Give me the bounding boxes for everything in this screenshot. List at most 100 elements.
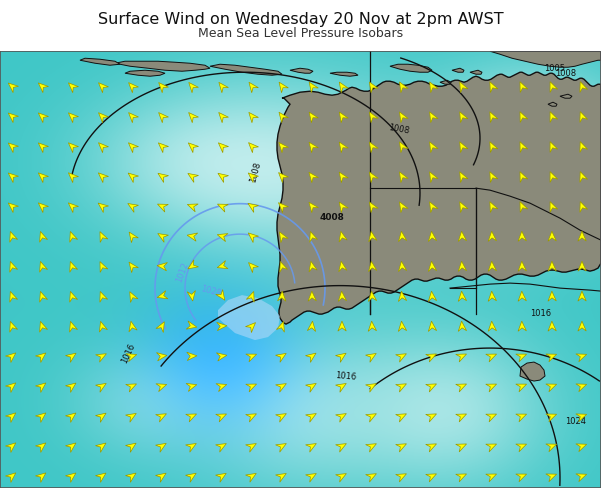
- Polygon shape: [309, 112, 319, 122]
- Polygon shape: [187, 290, 195, 301]
- Polygon shape: [458, 231, 466, 242]
- Polygon shape: [186, 414, 197, 422]
- Polygon shape: [38, 83, 49, 93]
- Polygon shape: [217, 322, 227, 331]
- Text: Mean Sea Level Pressure Isobars: Mean Sea Level Pressure Isobars: [198, 27, 403, 40]
- Polygon shape: [276, 384, 286, 392]
- Polygon shape: [246, 444, 257, 452]
- Polygon shape: [98, 203, 109, 213]
- Polygon shape: [490, 142, 498, 153]
- Polygon shape: [339, 202, 348, 213]
- Polygon shape: [576, 474, 587, 482]
- Polygon shape: [5, 383, 16, 392]
- Polygon shape: [248, 233, 258, 243]
- Polygon shape: [156, 444, 166, 452]
- Polygon shape: [70, 262, 78, 272]
- Polygon shape: [5, 473, 16, 483]
- Polygon shape: [368, 231, 377, 242]
- Polygon shape: [159, 113, 168, 122]
- Polygon shape: [156, 322, 164, 332]
- Polygon shape: [275, 353, 286, 362]
- Polygon shape: [126, 473, 136, 482]
- Polygon shape: [66, 473, 76, 482]
- Text: 1005: 1005: [544, 64, 565, 73]
- Polygon shape: [126, 384, 136, 392]
- Polygon shape: [99, 113, 109, 122]
- Polygon shape: [368, 321, 377, 331]
- Text: 1024: 1024: [565, 417, 586, 426]
- Polygon shape: [219, 112, 228, 122]
- Polygon shape: [398, 291, 407, 302]
- Polygon shape: [430, 112, 438, 122]
- Polygon shape: [546, 474, 557, 482]
- Polygon shape: [305, 353, 316, 363]
- Polygon shape: [216, 384, 227, 391]
- Polygon shape: [368, 261, 377, 272]
- Polygon shape: [490, 112, 498, 122]
- Polygon shape: [128, 173, 138, 183]
- Polygon shape: [35, 383, 46, 392]
- Polygon shape: [70, 321, 78, 332]
- Polygon shape: [186, 321, 197, 329]
- Polygon shape: [580, 142, 588, 152]
- Polygon shape: [129, 262, 138, 273]
- Polygon shape: [339, 142, 348, 153]
- Polygon shape: [390, 64, 432, 72]
- Polygon shape: [456, 444, 466, 452]
- Polygon shape: [576, 354, 587, 362]
- Polygon shape: [35, 443, 46, 452]
- Polygon shape: [338, 321, 346, 331]
- Polygon shape: [486, 444, 496, 452]
- Polygon shape: [400, 112, 408, 122]
- Polygon shape: [66, 413, 76, 423]
- Polygon shape: [430, 82, 438, 93]
- Polygon shape: [188, 204, 198, 212]
- Polygon shape: [546, 414, 557, 422]
- Polygon shape: [100, 232, 108, 243]
- Polygon shape: [249, 112, 258, 122]
- Polygon shape: [578, 291, 586, 301]
- Polygon shape: [246, 291, 254, 302]
- Polygon shape: [486, 384, 496, 392]
- Polygon shape: [129, 82, 138, 93]
- Polygon shape: [217, 261, 228, 268]
- Polygon shape: [458, 321, 466, 331]
- Polygon shape: [516, 444, 526, 452]
- Polygon shape: [66, 443, 76, 452]
- Polygon shape: [219, 82, 228, 93]
- Polygon shape: [520, 81, 528, 93]
- Polygon shape: [516, 474, 526, 482]
- Text: 1016: 1016: [120, 342, 137, 365]
- Polygon shape: [548, 321, 557, 331]
- Polygon shape: [70, 291, 78, 302]
- Polygon shape: [246, 414, 257, 422]
- Polygon shape: [246, 354, 257, 362]
- Polygon shape: [310, 231, 317, 242]
- Polygon shape: [490, 51, 601, 67]
- Polygon shape: [490, 202, 498, 212]
- Polygon shape: [546, 384, 557, 392]
- Polygon shape: [426, 474, 436, 482]
- Polygon shape: [188, 173, 198, 183]
- Polygon shape: [210, 64, 282, 75]
- Polygon shape: [158, 173, 168, 183]
- Polygon shape: [186, 444, 197, 452]
- Polygon shape: [550, 81, 558, 92]
- Polygon shape: [400, 142, 408, 153]
- Polygon shape: [305, 413, 316, 422]
- Polygon shape: [440, 80, 451, 84]
- Polygon shape: [335, 444, 346, 452]
- Polygon shape: [370, 202, 378, 213]
- Polygon shape: [486, 354, 496, 362]
- Polygon shape: [550, 202, 558, 212]
- Polygon shape: [129, 113, 138, 122]
- Text: 1028: 1028: [200, 284, 223, 298]
- Polygon shape: [520, 202, 528, 212]
- Polygon shape: [38, 203, 49, 213]
- Polygon shape: [278, 291, 286, 301]
- Polygon shape: [40, 231, 47, 242]
- Polygon shape: [218, 143, 228, 153]
- Polygon shape: [370, 142, 378, 153]
- Polygon shape: [125, 70, 165, 76]
- Polygon shape: [279, 232, 288, 243]
